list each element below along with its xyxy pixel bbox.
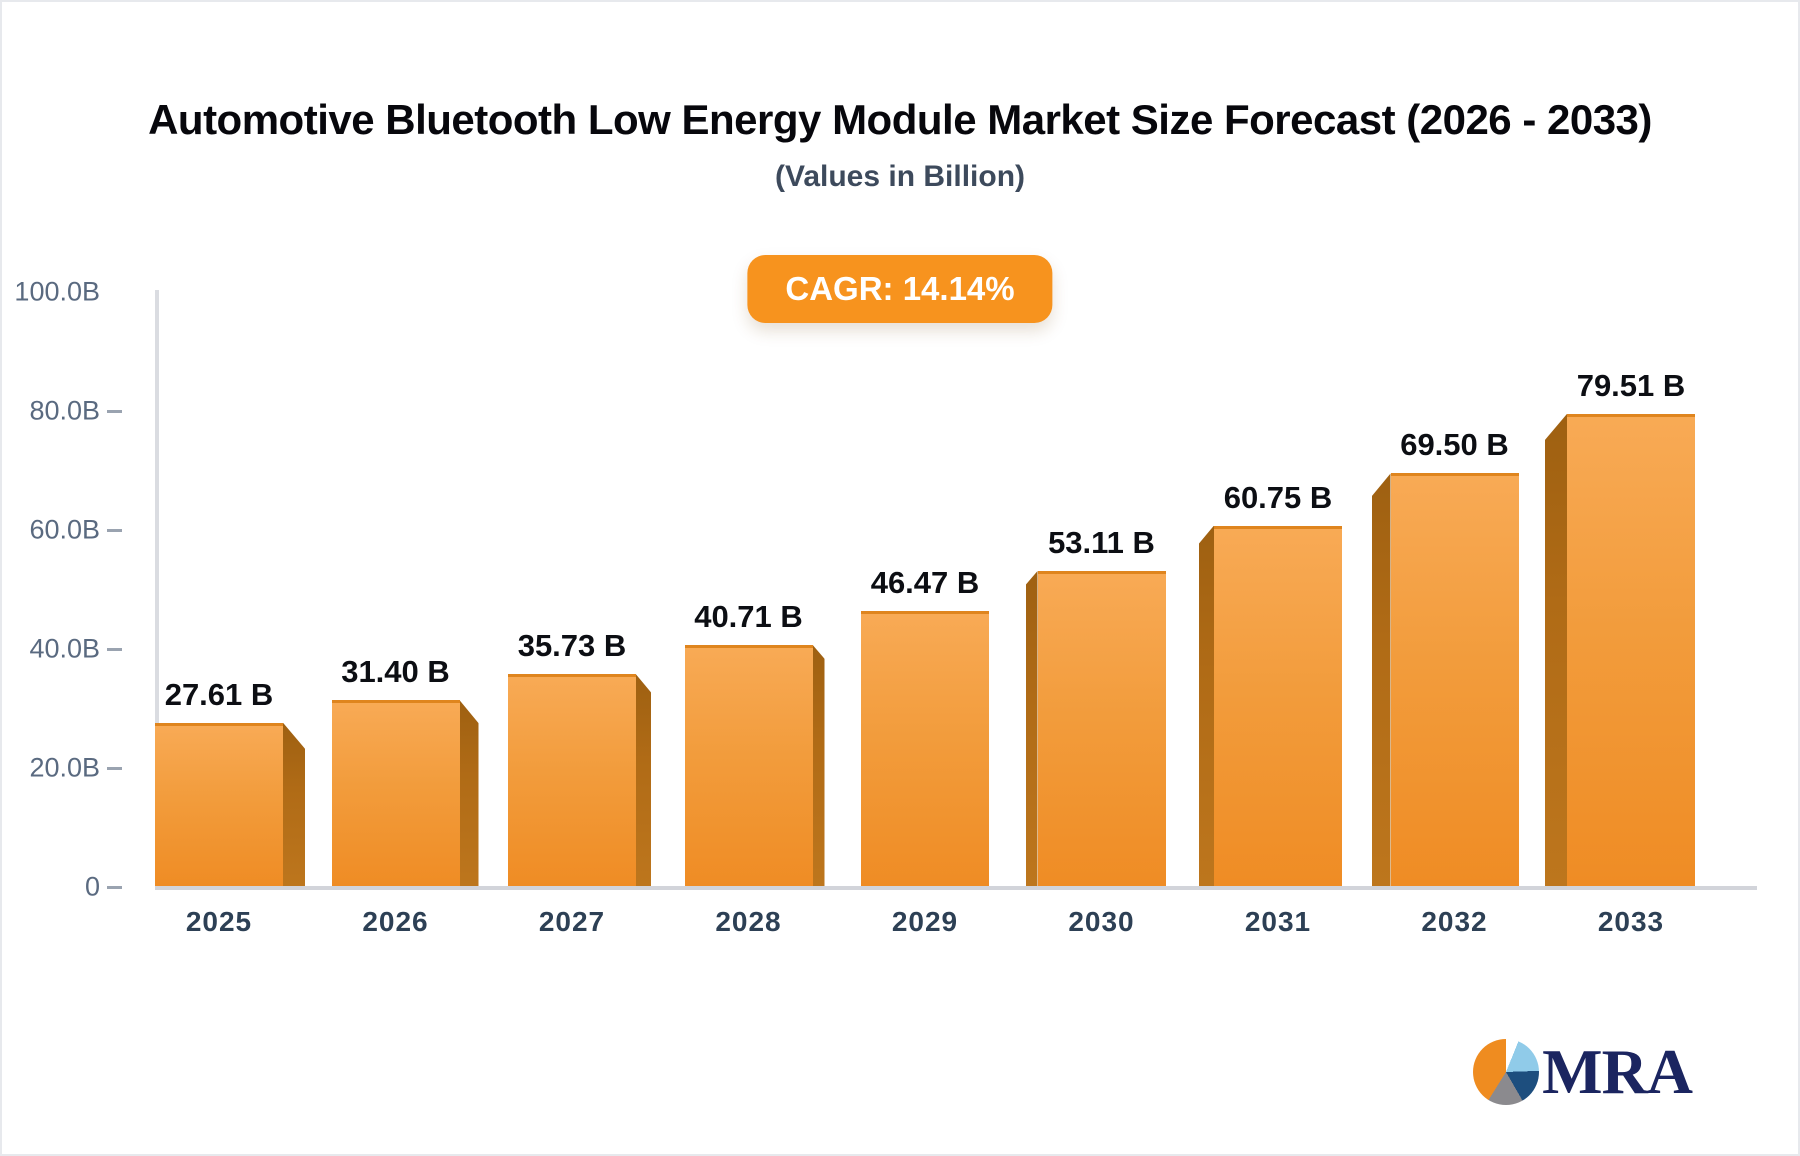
bar-side-face <box>1371 473 1391 887</box>
chart-title: Automotive Bluetooth Low Energy Module M… <box>148 96 1652 143</box>
bar-2033 <box>1567 413 1695 887</box>
y-tick-dash <box>107 648 122 651</box>
y-tick-label: 20.0B <box>29 752 100 783</box>
bar-value-label: 46.47 B <box>870 564 980 600</box>
x-category-label: 2029 <box>891 906 959 937</box>
x-category-label: 2025 <box>185 906 253 937</box>
bar-side-face <box>1199 525 1214 887</box>
brand-text: MRA <box>1542 1036 1693 1107</box>
x-category-label: 2028 <box>715 906 782 937</box>
bar-2027 <box>508 674 636 887</box>
bar-side-face <box>283 722 305 887</box>
chart-header: Automotive Bluetooth Low Energy Module M… <box>0 0 1800 194</box>
bar-2029 <box>861 610 989 887</box>
bar-value-label: 27.61 B <box>164 676 274 712</box>
y-tick-dash <box>107 410 122 413</box>
bar-value-label: 53.11 B <box>1048 524 1155 560</box>
y-axis-line <box>155 290 159 890</box>
bar-2026 <box>331 700 460 887</box>
y-tick-label: 40.0B <box>29 633 100 664</box>
bar-value-label: 35.73 B <box>517 628 627 664</box>
bar-side-face <box>1025 570 1038 887</box>
bar-side-face <box>812 644 825 887</box>
x-axis-line <box>155 886 1757 890</box>
bar-value-label: 69.50 B <box>1400 427 1509 463</box>
bar-value-label: 60.75 B <box>1223 479 1333 515</box>
y-tick-label: 60.0B <box>29 514 100 545</box>
bar-2030 <box>1037 570 1166 887</box>
x-category-label: 2033 <box>1597 906 1665 937</box>
bar-2028 <box>684 644 813 887</box>
x-category-label: 2026 <box>362 906 429 937</box>
x-category-label: 2032 <box>1421 906 1488 937</box>
pie-chart-icon <box>1473 1039 1540 1105</box>
x-category-label: 2031 <box>1244 906 1312 937</box>
bar-side-face <box>459 700 479 887</box>
bar-2032 <box>1390 473 1519 887</box>
bar-value-label: 79.51 B <box>1576 367 1686 403</box>
y-tick-label: 80.0B <box>29 395 100 426</box>
cagr-badge: CAGR: 14.14% <box>747 255 1053 323</box>
chart-subtitle: (Values in Billion) <box>774 160 1026 193</box>
x-category-label: 2030 <box>1068 906 1135 937</box>
bar-side-face <box>636 674 651 887</box>
brand-logo: MRA <box>1473 1036 1693 1108</box>
x-category-label: 2027 <box>538 906 606 937</box>
y-tick-label: 100.0B <box>14 276 100 307</box>
bar-2031 <box>1214 525 1342 887</box>
bar-side-face <box>1545 413 1567 887</box>
y-tick-label: 0 <box>84 871 100 902</box>
bar-value-label: 31.40 B <box>341 654 450 690</box>
y-tick-dash <box>107 886 122 889</box>
y-tick-dash <box>107 767 122 770</box>
bar-2025 <box>155 722 283 887</box>
bar-value-label: 40.71 B <box>694 598 803 634</box>
y-tick-dash <box>107 529 122 532</box>
